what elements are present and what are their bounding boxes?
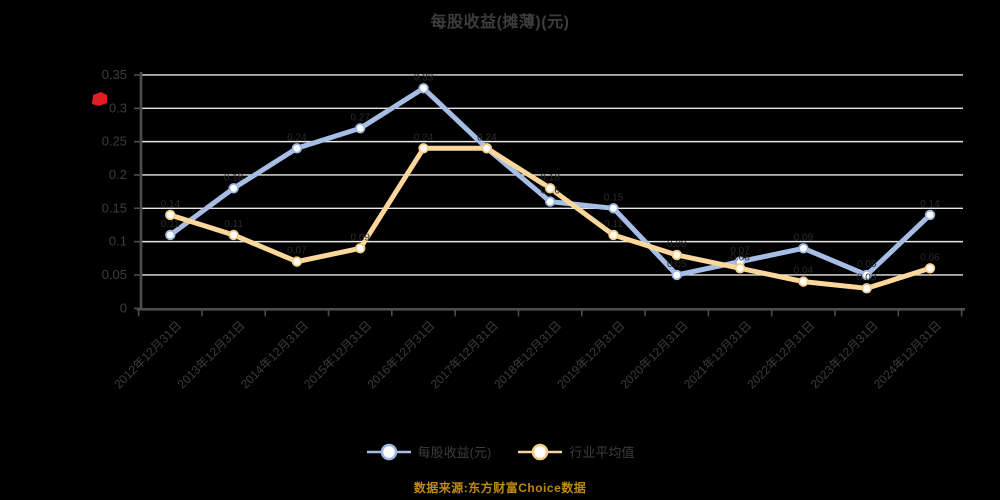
chart-legend: 每股收益(元) 行业平均值: [0, 442, 1000, 461]
legend-label-series2: 行业平均值: [569, 445, 635, 460]
chart-title: 每股收益(摊薄)(元): [430, 14, 570, 31]
data-point-marker[interactable]: [608, 229, 619, 241]
data-point-marker[interactable]: [165, 209, 176, 221]
x-axis-category-label: 2013年12月31日: [175, 318, 248, 391]
data-point-marker[interactable]: [165, 229, 176, 241]
data-point-marker[interactable]: [418, 83, 429, 94]
red-highlight-icon: [92, 92, 107, 106]
x-axis-category-label: 2021年12月31日: [681, 318, 754, 391]
data-point-label: 0.18: [224, 172, 244, 183]
data-point-label: 0.08: [667, 239, 687, 250]
data-point-label: 0.33: [414, 72, 434, 83]
y-axis-tick-label: 0.25: [102, 134, 127, 149]
data-point-label: 0.14: [161, 199, 181, 210]
data-point-label: 0.18: [540, 172, 560, 183]
data-point-label: 0.07: [287, 246, 307, 257]
data-point-label: 0.04: [794, 266, 814, 277]
data-point-marker[interactable]: [924, 263, 936, 274]
data-point-marker[interactable]: [355, 123, 366, 134]
data-point-label: 0.07: [730, 246, 750, 257]
y-axis-tick-label: 0.2: [109, 167, 127, 182]
x-axis-category-label: 2023年12月31日: [808, 318, 881, 391]
legend-label-series1: 每股收益(元): [417, 445, 492, 460]
data-point-label: 0.24: [287, 132, 307, 143]
data-point-marker[interactable]: [861, 283, 872, 294]
legend-item-series2[interactable]: 行业平均值: [517, 442, 634, 461]
x-axis-category-label: 2020年12月31日: [618, 318, 691, 391]
x-axis-category-label: 2016年12月31日: [365, 318, 438, 391]
data-point-marker[interactable]: [544, 183, 556, 194]
legend-item-series1[interactable]: 每股收益(元): [366, 442, 492, 461]
data-point-marker[interactable]: [544, 196, 556, 207]
data-point-label: 0.05: [667, 259, 687, 270]
data-point-marker[interactable]: [481, 143, 493, 154]
data-point-marker[interactable]: [861, 269, 872, 281]
data-point-label: 0.09: [350, 232, 370, 243]
data-point-label: 0.06: [920, 252, 940, 263]
x-axis-category-label: 2014年12月31日: [238, 318, 311, 391]
x-axis-category-label: 2022年12月31日: [744, 318, 817, 391]
x-axis-category-label: 2015年12月31日: [301, 318, 374, 391]
data-point-marker[interactable]: [608, 203, 619, 214]
x-axis-category-label: 2024年12月31日: [871, 318, 944, 391]
x-axis-category-label: 2012年12月31日: [111, 318, 184, 391]
data-point-marker[interactable]: [291, 256, 303, 267]
x-axis-category-label: 2017年12月31日: [428, 318, 501, 391]
data-point-label: 0.14: [920, 199, 940, 210]
y-axis-tick-label: 0: [120, 300, 127, 315]
data-point-label: 0.09: [794, 232, 814, 243]
data-point-marker[interactable]: [671, 249, 682, 261]
y-axis-tick-label: 0.15: [102, 200, 127, 215]
data-point-label: 0.27: [350, 112, 370, 123]
data-point-label: 0.06: [730, 252, 750, 263]
data-point-label: 0.24: [414, 132, 434, 143]
data-point-marker[interactable]: [355, 243, 366, 254]
data-point-label: 0.11: [224, 219, 243, 230]
data-point-marker[interactable]: [418, 143, 429, 154]
y-axis-tick-label: 0.05: [102, 267, 127, 282]
data-point-marker[interactable]: [924, 209, 936, 221]
data-point-marker[interactable]: [291, 143, 303, 154]
y-axis-tick-label: 0.3: [109, 100, 127, 115]
data-point-label: 0.24: [477, 132, 497, 143]
legend-line-marker-icon: [366, 443, 411, 460]
series-line-2: [167, 145, 933, 291]
x-axis-category-label: 2019年12月31日: [554, 318, 627, 391]
data-point-marker[interactable]: [798, 276, 809, 287]
data-point-label: 0.15: [604, 192, 624, 203]
x-axis-category-label: 2018年12月31日: [491, 318, 564, 391]
data-source-watermark: 数据来源:东方财富Choice数据: [413, 481, 587, 495]
data-point-label: 0.05: [857, 259, 877, 270]
data-point-label: 0.11: [161, 219, 180, 230]
legend-line-marker-icon: [518, 443, 563, 460]
data-point-marker[interactable]: [228, 229, 239, 241]
data-point-marker[interactable]: [671, 269, 682, 281]
data-point-label: 0.11: [604, 219, 623, 230]
y-axis-tick-label: 0.35: [102, 67, 127, 82]
y-axis-tick-label: 0.1: [109, 234, 127, 249]
data-point-marker[interactable]: [228, 183, 239, 194]
data-point-label: 0.24: [477, 132, 497, 143]
data-point-marker[interactable]: [798, 243, 809, 254]
data-point-marker[interactable]: [734, 263, 746, 274]
data-point-label: 0.03: [857, 272, 877, 283]
